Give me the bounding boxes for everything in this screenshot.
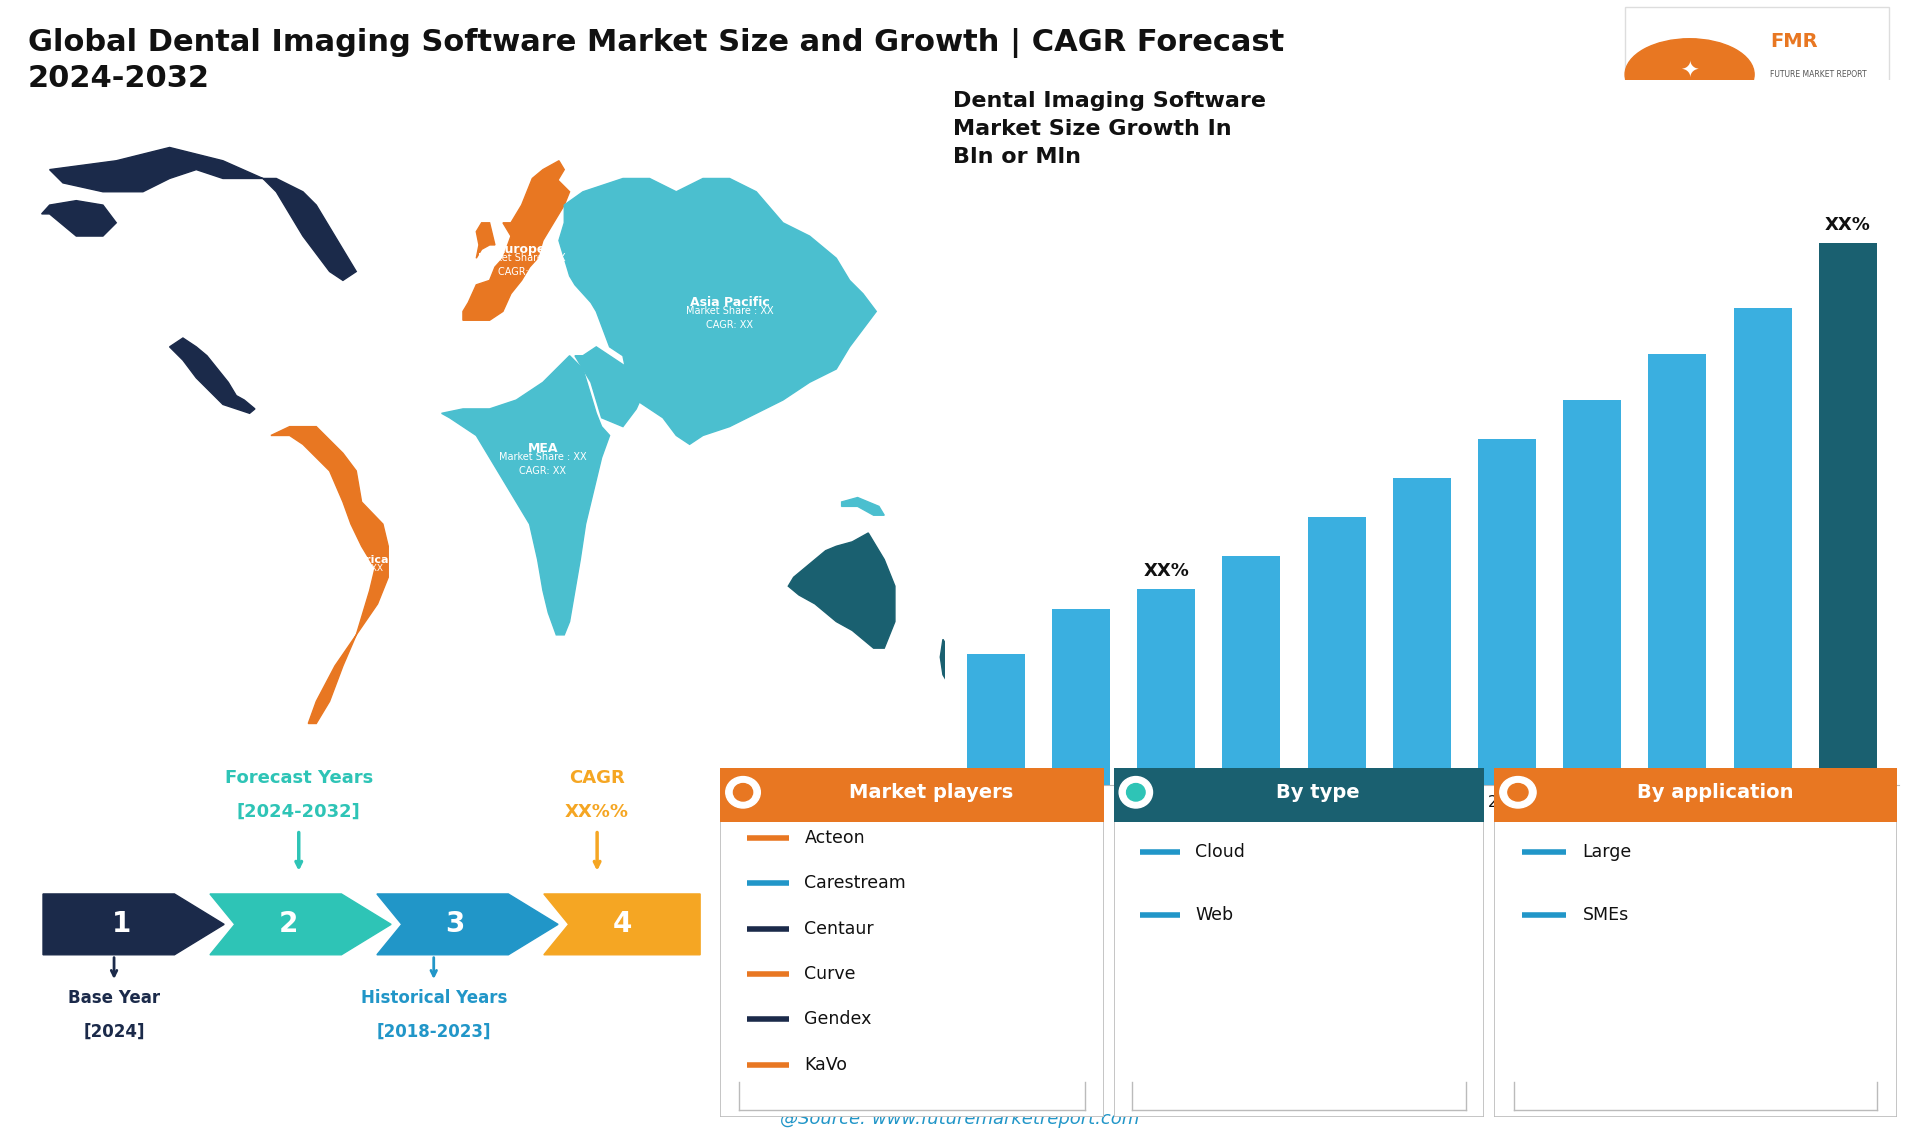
Bar: [1223, 557, 1281, 785]
Text: XX%: XX%: [1824, 215, 1870, 234]
Text: Market Share : XX
CAGR: XX: Market Share : XX CAGR: XX: [303, 564, 384, 586]
Text: 2024-2032: 2024-2032: [29, 64, 209, 93]
Polygon shape: [42, 201, 117, 236]
Text: [2024-2032]: [2024-2032]: [236, 802, 361, 821]
Text: Europe: Europe: [497, 243, 547, 256]
Text: By type: By type: [1275, 783, 1359, 802]
Text: Web: Web: [1194, 905, 1233, 924]
Text: FMR: FMR: [1770, 32, 1818, 52]
Bar: [1137, 589, 1194, 785]
Polygon shape: [543, 894, 701, 955]
Polygon shape: [209, 894, 392, 955]
Text: CAGR: CAGR: [568, 769, 626, 787]
FancyBboxPatch shape: [1488, 762, 1903, 822]
FancyBboxPatch shape: [720, 768, 1104, 1117]
Text: Forecast Years: Forecast Years: [225, 769, 372, 787]
FancyBboxPatch shape: [1114, 768, 1484, 1117]
Text: KaVo: KaVo: [804, 1055, 847, 1074]
Polygon shape: [42, 894, 225, 955]
FancyBboxPatch shape: [714, 762, 1110, 822]
Polygon shape: [463, 179, 570, 320]
Text: Market Share : XX
CAGR: XX: Market Share : XX CAGR: XX: [685, 306, 774, 330]
Text: Large: Large: [1582, 842, 1632, 861]
Polygon shape: [442, 355, 611, 635]
Text: By application: By application: [1638, 783, 1793, 802]
Circle shape: [1127, 784, 1144, 801]
Circle shape: [1500, 777, 1536, 808]
Text: XX%%: XX%%: [564, 802, 630, 821]
Text: Global Dental Imaging Software Market Size and Growth | CAGR Forecast: Global Dental Imaging Software Market Si…: [29, 28, 1284, 58]
Text: Market players: Market players: [849, 783, 1014, 802]
Bar: [1818, 243, 1876, 785]
Text: 4: 4: [612, 910, 632, 939]
Text: [2024]: [2024]: [83, 1022, 144, 1041]
Text: Centaur: Centaur: [804, 919, 874, 937]
Text: Carestream: Carestream: [804, 874, 906, 893]
Text: Acteon: Acteon: [804, 829, 866, 847]
Text: Base Year: Base Year: [67, 989, 159, 1006]
Text: 3: 3: [445, 910, 465, 939]
Text: Historical Years: Historical Years: [361, 989, 507, 1006]
Text: Asia Pacific: Asia Pacific: [689, 296, 770, 309]
FancyBboxPatch shape: [1494, 768, 1897, 1117]
Polygon shape: [941, 639, 954, 684]
Text: Dental Imaging Software
Market Size Growth In
Bln or Mln: Dental Imaging Software Market Size Grow…: [952, 91, 1265, 167]
Text: Gendex: Gendex: [804, 1011, 872, 1028]
Text: Curve: Curve: [804, 965, 856, 983]
Text: North America: North America: [173, 212, 275, 225]
Text: Market Share : XX
CAGR: XX: Market Share : XX CAGR: XX: [478, 253, 564, 277]
Text: @Source: www.futuremarketreport.com: @Source: www.futuremarketreport.com: [780, 1110, 1140, 1128]
Bar: [1052, 609, 1110, 785]
Text: FUTURE MARKET REPORT: FUTURE MARKET REPORT: [1770, 70, 1866, 79]
Bar: [1478, 439, 1536, 785]
Circle shape: [726, 777, 760, 808]
Polygon shape: [841, 497, 885, 516]
Text: Cloud: Cloud: [1194, 842, 1244, 861]
Text: Market Share : XX
CAGR: XX: Market Share : XX CAGR: XX: [179, 222, 267, 246]
Text: 2: 2: [278, 910, 298, 939]
Circle shape: [733, 784, 753, 801]
Polygon shape: [503, 160, 564, 236]
Bar: [1734, 308, 1791, 785]
Circle shape: [1119, 777, 1152, 808]
Circle shape: [1624, 39, 1755, 110]
Text: Market Share : XX
CAGR: XX: Market Share : XX CAGR: XX: [499, 453, 588, 477]
Bar: [1392, 478, 1452, 785]
Text: 1: 1: [111, 910, 131, 939]
Bar: [1649, 354, 1707, 785]
Polygon shape: [837, 320, 847, 338]
Polygon shape: [559, 179, 876, 445]
Bar: [1308, 517, 1365, 785]
Text: South America: South America: [298, 555, 388, 565]
Text: SMEs: SMEs: [1582, 905, 1628, 924]
Text: MEA: MEA: [528, 442, 559, 455]
Text: [2018-2023]: [2018-2023]: [376, 1022, 492, 1041]
Bar: [1563, 400, 1620, 785]
Polygon shape: [476, 222, 495, 258]
Circle shape: [1507, 784, 1528, 801]
Text: ✦: ✦: [1680, 62, 1699, 81]
Polygon shape: [50, 148, 357, 281]
Polygon shape: [376, 894, 559, 955]
Polygon shape: [169, 338, 255, 414]
Polygon shape: [789, 533, 895, 649]
Bar: [968, 654, 1025, 785]
Polygon shape: [574, 347, 645, 426]
Polygon shape: [271, 426, 388, 723]
FancyBboxPatch shape: [1108, 762, 1490, 822]
Text: XX%: XX%: [1142, 562, 1188, 580]
